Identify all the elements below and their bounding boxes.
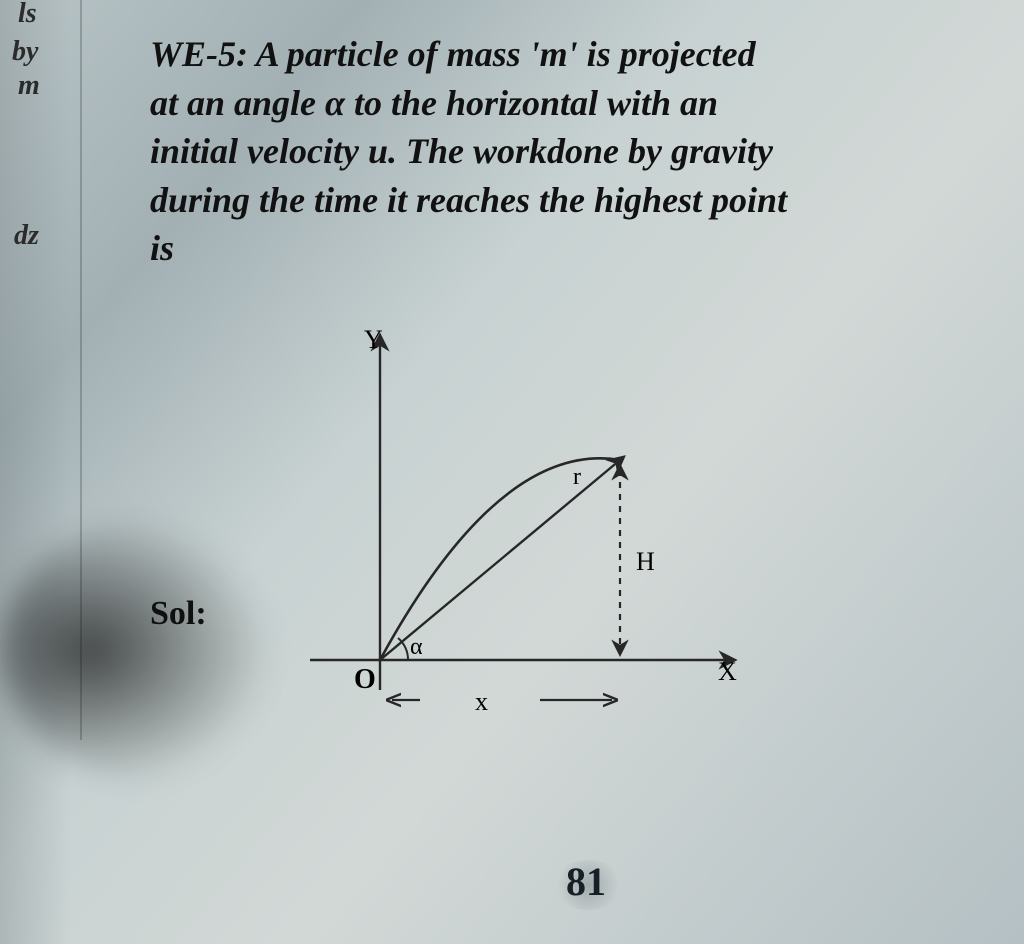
margin-frag-by: by xyxy=(12,36,38,68)
projectile-diagram: Y X O r H α x xyxy=(300,330,740,730)
margin-frag-m: m xyxy=(18,70,40,102)
problem-line-3: initial velocity u. The workdone by grav… xyxy=(150,131,773,171)
alpha-label: α xyxy=(410,634,423,660)
problem-label: WE-5: xyxy=(150,34,248,74)
page-number: 81 xyxy=(566,858,606,905)
problem-line-5: is xyxy=(150,228,174,268)
problem-statement: WE-5: A particle of mass 'm' is projecte… xyxy=(150,30,940,273)
problem-line-2: at an angle α to the horizontal with an xyxy=(150,83,718,123)
margin-frag-ls: ls xyxy=(18,0,37,30)
thumb-shadow xyxy=(0,520,300,780)
r-label: r xyxy=(573,464,581,490)
margin-frag-dz: dz xyxy=(14,220,39,252)
book-gutter-shadow xyxy=(0,0,70,944)
h-label: H xyxy=(636,547,655,576)
problem-line-1: A particle of mass 'm' is projected xyxy=(256,34,756,74)
problem-line-4: during the time it reaches the highest p… xyxy=(150,180,787,220)
x-extent-label: x xyxy=(475,687,488,716)
r-vector xyxy=(380,460,620,660)
x-axis-label: X xyxy=(718,657,737,686)
origin-label: O xyxy=(354,664,376,695)
y-axis-label: Y xyxy=(364,330,383,354)
